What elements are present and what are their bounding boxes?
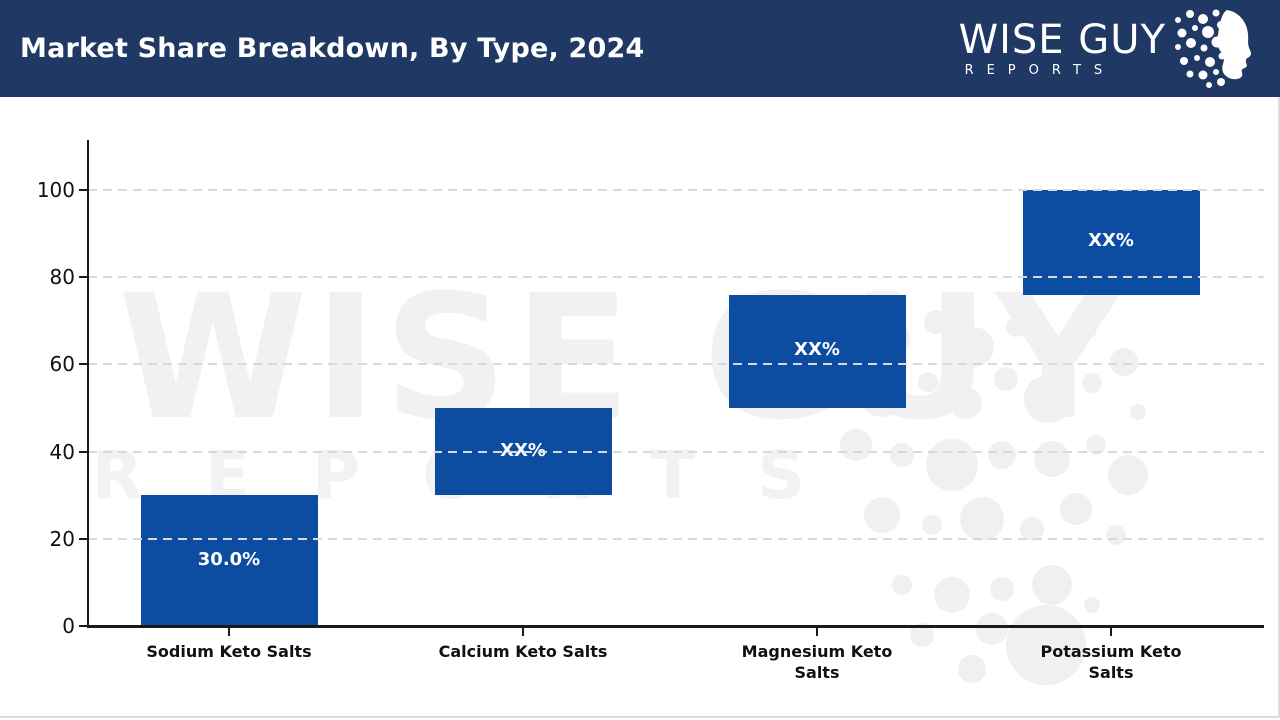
y-axis-tick-label: 20 xyxy=(49,526,75,551)
y-axis-tick xyxy=(79,537,87,540)
gridline-y100 xyxy=(88,189,1264,191)
bar-segment: XX% xyxy=(728,294,906,408)
logo-subtext: REPORTS xyxy=(964,62,1116,78)
gridline-y60 xyxy=(88,363,1264,366)
category-label: Magnesium Keto Salts xyxy=(741,642,893,682)
bar-value-label: 30.0% xyxy=(197,548,261,570)
x-axis-tick xyxy=(228,627,230,636)
bar-value-label: XX% xyxy=(1088,230,1134,252)
bar-segment: 30.0% xyxy=(140,495,318,626)
page-title: Market Share Breakdown, By Type, 2024 xyxy=(20,33,645,64)
logo-wordmark: WISE GUY xyxy=(958,16,1166,63)
bar-segment: XX% xyxy=(1022,190,1200,295)
y-axis-tick xyxy=(79,276,87,279)
y-axis-tick-label: 100 xyxy=(36,178,75,202)
y-axis-tick-label: 80 xyxy=(49,265,75,290)
y-axis-line xyxy=(87,140,89,628)
y-axis-tick xyxy=(79,625,87,627)
category-label: Potassium Keto Salts xyxy=(1040,642,1182,682)
header-bar: Market Share Breakdown, By Type, 2024 WI… xyxy=(0,0,1280,97)
gridline-y80 xyxy=(88,276,1264,279)
y-axis-tick xyxy=(79,450,87,453)
gridline-y20 xyxy=(88,537,1264,540)
bottom-border xyxy=(0,716,1280,718)
x-axis-tick xyxy=(522,627,524,636)
chart-canvas: WISE GUY REPORTS 30.0%XX%XX%XX%020406080… xyxy=(0,97,1280,720)
bar-value-label: XX% xyxy=(794,339,840,361)
y-axis-tick-label: 60 xyxy=(49,352,75,377)
bar-value-label: XX% xyxy=(500,439,546,461)
y-axis-tick-label: 40 xyxy=(49,439,75,464)
y-axis-tick-label: 0 xyxy=(62,614,75,638)
right-border xyxy=(1278,97,1280,718)
wiseguy-face-icon xyxy=(1175,9,1252,88)
x-axis-line xyxy=(88,624,1264,628)
gridline-y40 xyxy=(88,450,1264,453)
y-axis-tick xyxy=(79,189,87,191)
category-label: Sodium Keto Salts xyxy=(146,642,312,661)
category-label: Calcium Keto Salts xyxy=(438,642,608,661)
x-axis-tick xyxy=(1110,627,1112,636)
wiseguy-logo-text: WISE GUY REPORTS xyxy=(959,20,1166,78)
wiseguy-logo: WISE GUY REPORTS xyxy=(959,6,1254,92)
y-axis-tick xyxy=(79,363,87,366)
x-axis-tick xyxy=(816,627,818,636)
